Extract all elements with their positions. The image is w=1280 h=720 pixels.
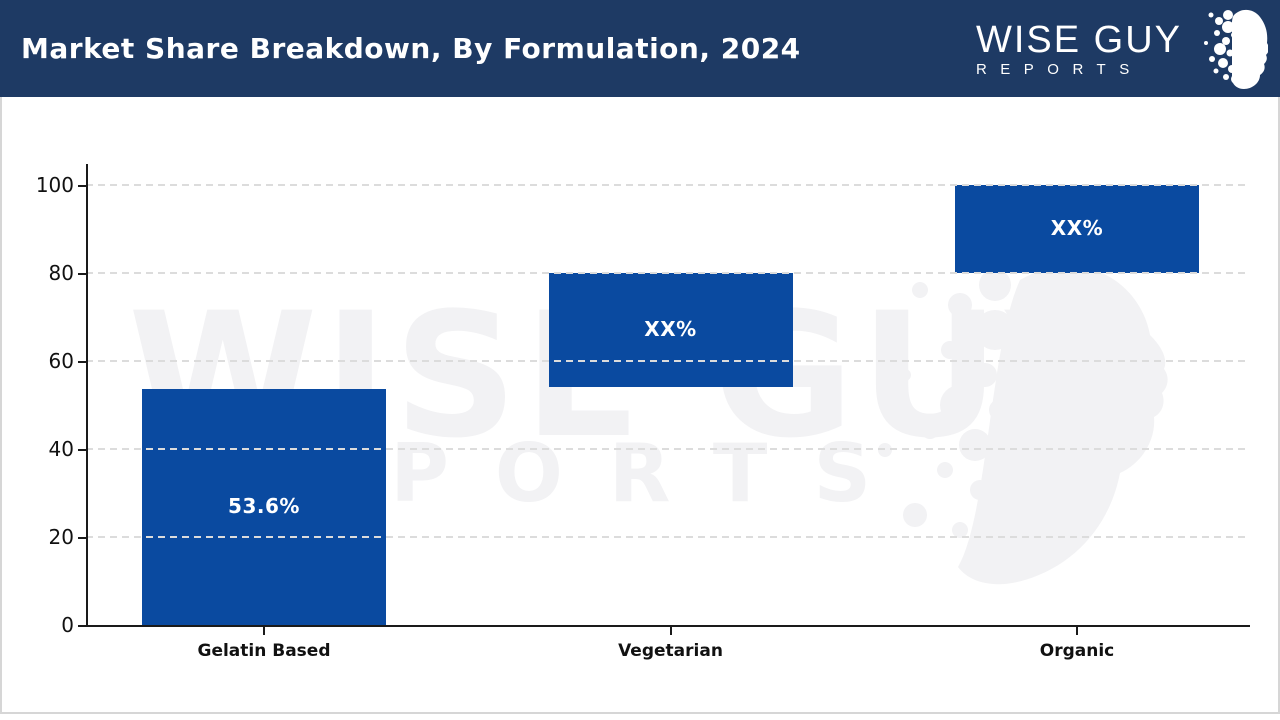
logo-wordmark: WISE GUY [975,19,1182,61]
y-tick-40 [78,449,86,451]
logo-text: WISE GUY REPORTS [976,20,1182,78]
y-tick-label-40: 40 [48,437,74,461]
x-tick-label-vegetarian: Vegetarian [618,641,723,661]
x-tick-vegetarian [669,627,672,635]
watermark-head-profile-icon [810,225,1190,609]
gridline-100 [86,184,1250,186]
y-axis-line [86,164,88,627]
bar-value-label-organic: XX% [1050,216,1104,240]
x-tick-label-organic: Organic [1039,641,1115,661]
bar-value-label-gelatin-based: 53.6% [228,494,300,519]
y-tick-100 [78,185,86,187]
y-tick-label-60: 60 [48,349,74,373]
y-tick-20 [78,537,86,539]
y-tick-label-0: 0 [61,613,74,637]
y-tick-label-20: 20 [48,525,74,549]
x-axis-line [86,625,1250,627]
chart-area: WISE GUY REPORTS 0 20 40 60 80 100 53.6% Gelati… [0,97,1280,715]
bar-vegetarian [548,273,793,388]
bar-gelatin-based [142,389,386,625]
logo-subtitle: REPORTS [975,61,1143,78]
bar-value-label-vegetarian: XX% [644,317,697,342]
gridline-20 [86,536,1250,538]
x-tick-organic [1076,627,1078,635]
x-tick-gelatin-based [263,627,265,635]
y-tick-label-100: 100 [35,173,74,197]
y-tick-0 [78,625,86,627]
head-profile-icon [1176,3,1269,95]
y-tick-60 [78,361,86,363]
bar-organic [955,185,1199,273]
page-title: Market Share Breakdown, By Formulation, … [21,32,801,65]
y-tick-80 [78,273,86,275]
header-bar: Market Share Breakdown, By Formulation, … [0,0,1280,97]
y-tick-label-80: 80 [48,261,74,285]
gridline-60 [86,360,1250,362]
x-tick-label-gelatin-based: Gelatin Based [197,641,331,661]
gridline-40 [86,448,1250,450]
wise-guy-reports-logo: WISE GUY REPORTS [976,3,1269,95]
gridline-80 [86,272,1250,274]
